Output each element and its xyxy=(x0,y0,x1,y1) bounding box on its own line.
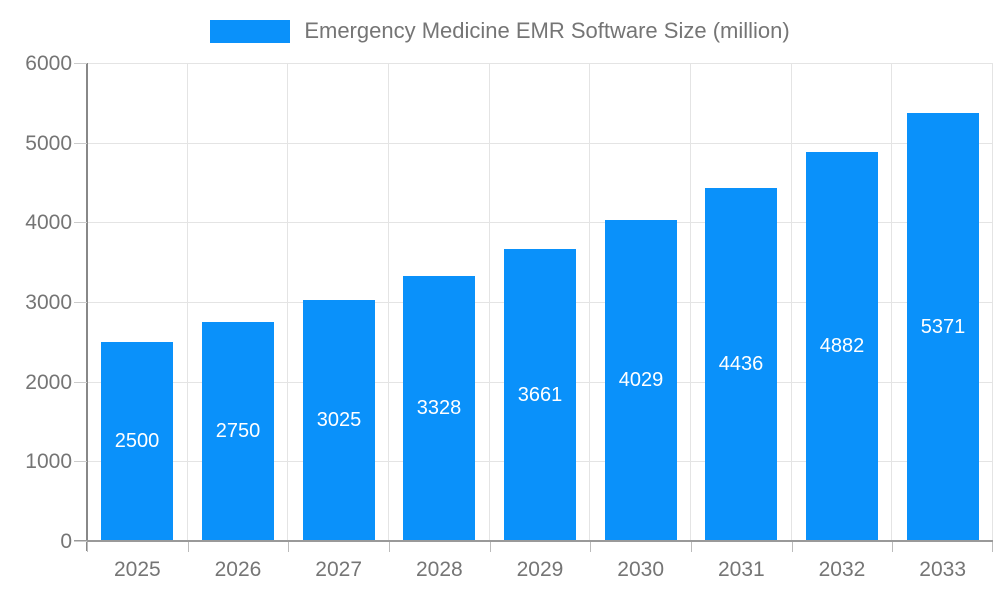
y-axis-tick xyxy=(74,302,87,303)
x-axis-tick xyxy=(992,542,993,552)
bar[interactable]: 2750 xyxy=(202,322,274,541)
x-axis-tick xyxy=(590,542,592,552)
x-tick-label: 2028 xyxy=(415,558,463,581)
bar[interactable]: 5371 xyxy=(907,113,979,541)
x-tick-label: 2026 xyxy=(214,558,262,581)
bar[interactable]: 4436 xyxy=(705,188,777,541)
bar[interactable]: 2500 xyxy=(101,342,173,541)
x-tick-label: 2027 xyxy=(315,558,363,581)
y-axis-tick xyxy=(74,222,87,224)
x-axis-tick xyxy=(389,542,390,552)
grid-line-vertical xyxy=(186,63,188,541)
bar-value-label: 3025 xyxy=(316,409,362,431)
grid-line-vertical xyxy=(992,63,993,541)
legend-label: Emergency Medicine EMR Software Size (mi… xyxy=(304,18,790,43)
x-tick-label: 2030 xyxy=(617,558,665,581)
grid-line-vertical xyxy=(891,63,893,541)
x-axis-tick xyxy=(489,542,491,552)
plot-area: 2500 2750 3025 3328 3661 4029 4436 4882 5371 xyxy=(87,63,993,541)
grid-line-vertical xyxy=(589,63,591,541)
legend-swatch-icon xyxy=(210,19,291,43)
grid-line-vertical xyxy=(790,63,792,541)
y-tick-label: 0 xyxy=(60,530,72,553)
bar[interactable]: 3661 xyxy=(504,249,576,541)
x-tick-label: 2031 xyxy=(717,558,765,581)
bar-value-label: 4882 xyxy=(819,335,865,357)
grid-line-vertical xyxy=(488,63,490,541)
y-tick-label: 6000 xyxy=(25,52,72,75)
bar[interactable]: 4029 xyxy=(605,220,677,541)
grid-line-horizontal xyxy=(87,142,993,144)
y-tick-label: 5000 xyxy=(25,131,72,155)
bar[interactable]: 3025 xyxy=(303,300,375,541)
bar-value-label: 3661 xyxy=(517,383,563,406)
bar[interactable]: 4882 xyxy=(806,152,878,541)
bar-value-label: 5371 xyxy=(920,315,966,338)
grid-line-vertical xyxy=(388,63,389,541)
x-axis-tick xyxy=(187,542,189,552)
y-axis-tick xyxy=(74,461,87,463)
x-axis-tick xyxy=(87,542,88,552)
y-tick-label: 4000 xyxy=(25,211,72,235)
x-tick-label: 2029 xyxy=(516,558,564,581)
x-tick-label: 2025 xyxy=(113,558,161,581)
chart-legend[interactable]: Emergency Medicine EMR Software Size (mi… xyxy=(0,16,1000,46)
x-axis-tick xyxy=(691,542,692,552)
x-axis-tick xyxy=(288,542,290,552)
y-axis-tick xyxy=(74,142,87,144)
bar-value-label: 4436 xyxy=(718,353,764,375)
y-tick-label: 3000 xyxy=(25,291,72,314)
x-axis-line xyxy=(74,540,993,542)
y-axis-tick xyxy=(74,63,87,64)
bar-value-label: 4029 xyxy=(618,369,664,391)
x-axis-tick xyxy=(892,542,894,552)
x-tick-label: 2032 xyxy=(818,558,866,581)
y-tick-label: 1000 xyxy=(25,450,72,474)
grid-line-horizontal xyxy=(87,63,993,64)
grid-line-horizontal xyxy=(87,222,993,224)
y-axis-line xyxy=(86,63,88,551)
bar[interactable]: 3328 xyxy=(403,276,475,541)
y-axis-tick xyxy=(74,381,87,383)
y-axis-tick xyxy=(74,541,87,542)
bar-value-label: 3328 xyxy=(416,397,462,419)
grid-line-vertical xyxy=(690,63,691,541)
bar-value-label: 2750 xyxy=(215,420,261,442)
grid-line-vertical xyxy=(287,63,289,541)
y-tick-label: 2000 xyxy=(25,370,72,394)
bar-value-label: 2500 xyxy=(114,430,160,452)
x-axis-tick xyxy=(791,542,793,552)
x-tick-label: 2033 xyxy=(919,558,967,581)
